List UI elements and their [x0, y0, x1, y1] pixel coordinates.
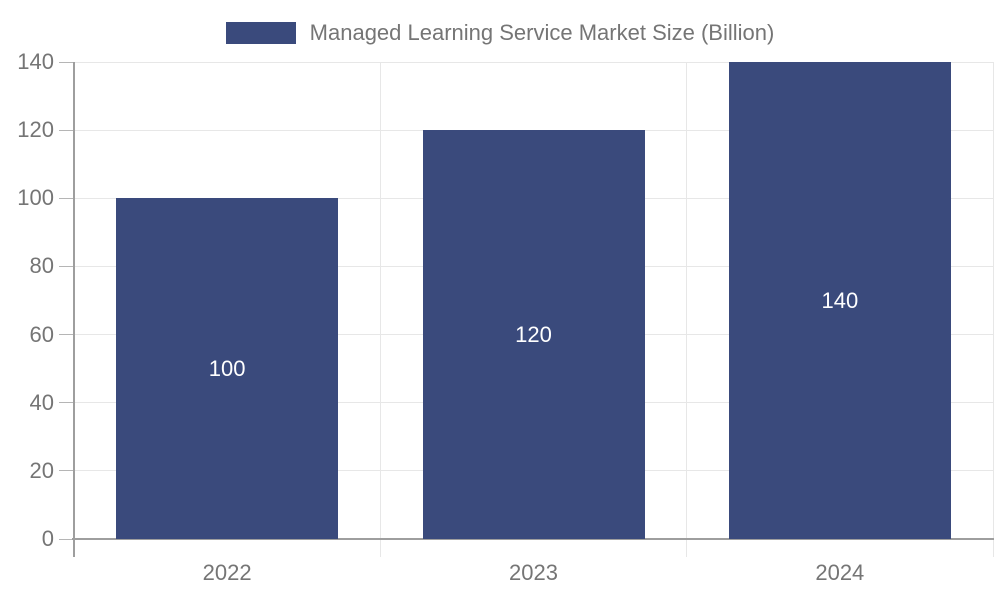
legend: Managed Learning Service Market Size (Bi…: [0, 20, 1000, 46]
y-axis-line: [73, 62, 75, 557]
y-tick-label: 100: [17, 185, 54, 211]
bar-value-label: 100: [208, 355, 246, 381]
bar-value-label: 140: [821, 287, 859, 313]
y-tick-label: 20: [29, 457, 54, 483]
y-tick-label: 120: [17, 117, 54, 143]
bar-2022: [116, 198, 339, 539]
y-tick-label: 80: [29, 253, 54, 279]
bar-2024: [728, 62, 951, 539]
legend-label: Managed Learning Service Market Size (Bi…: [309, 20, 775, 45]
x-gridline: [992, 62, 994, 557]
y-tick: [59, 334, 73, 336]
y-tick: [59, 538, 73, 540]
y-tick: [59, 265, 73, 267]
y-gridline: [74, 61, 993, 63]
x-tick-label: 2022: [202, 560, 252, 585]
x-tick-label: 2024: [815, 560, 865, 585]
bar-2023: [422, 130, 645, 539]
y-tick: [59, 402, 73, 404]
y-tick: [59, 197, 73, 199]
x-tick-label: 2023: [509, 560, 558, 585]
x-gridline: [686, 62, 688, 557]
y-tick: [59, 61, 73, 63]
x-gridline: [379, 62, 381, 557]
y-tick: [59, 129, 73, 131]
y-tick-label: 60: [29, 321, 54, 347]
legend-swatch: [225, 22, 296, 44]
y-tick: [59, 470, 73, 472]
x-axis-line: [72, 538, 994, 540]
plot-area: 0 20 40 60 80 100 120 140 100 2022 120 2023 140 2024: [17, 49, 994, 585]
y-tick-label: 140: [17, 49, 54, 74]
y-tick-label: 40: [29, 389, 54, 415]
y-tick-label: 0: [41, 526, 54, 551]
bar-value-label: 120: [515, 321, 552, 347]
